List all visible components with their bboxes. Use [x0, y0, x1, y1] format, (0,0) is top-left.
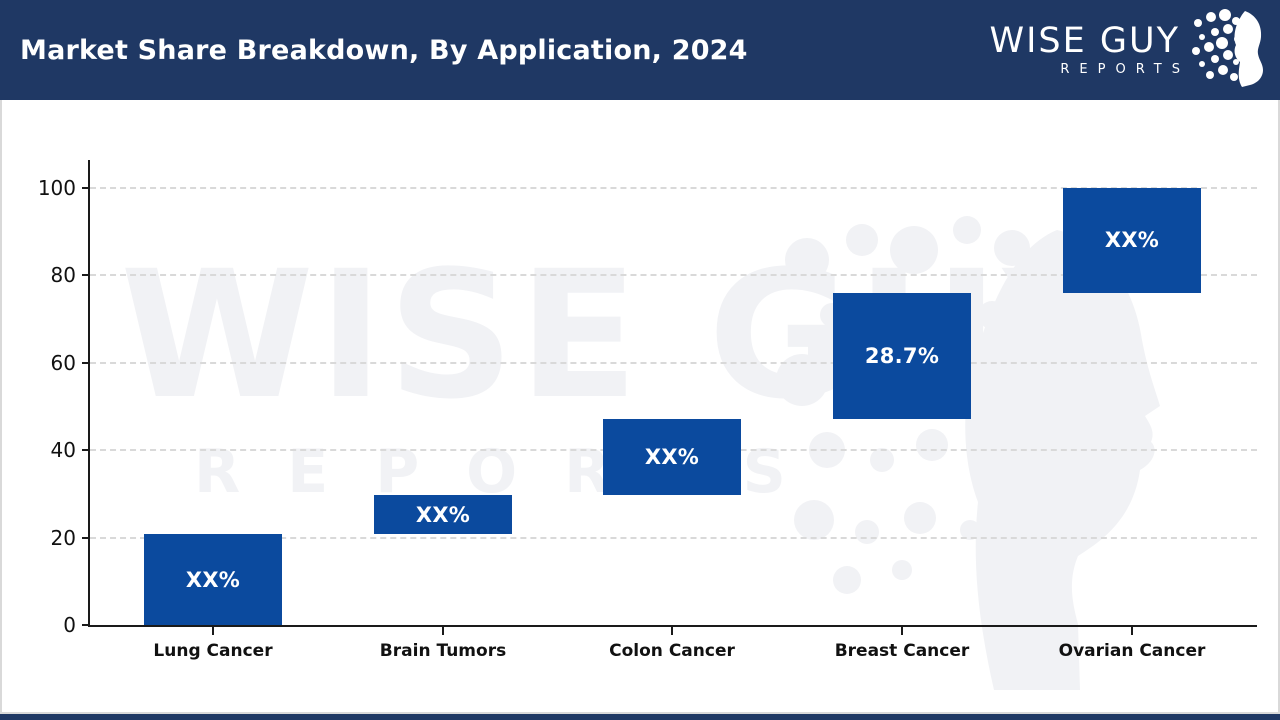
x-category-label: Colon Cancer	[609, 641, 735, 661]
y-tick-label: 40	[50, 438, 76, 462]
y-tick-mark	[82, 186, 90, 189]
y-gridline	[90, 274, 1257, 276]
y-tick-mark	[82, 361, 90, 364]
x-tick-mark	[212, 627, 214, 635]
y-tick-mark	[82, 536, 90, 539]
logo-text: WISE GUY REPORTS	[989, 23, 1180, 77]
bar-breast-cancer: 28.7%	[833, 293, 971, 419]
x-tick-mark	[901, 627, 903, 635]
logo-wordmark: WISE GUY	[989, 21, 1180, 62]
chart-figure: WISE GUY REPORTS 0 20 40 60 80 100 XX% Lung Can…	[0, 100, 1280, 714]
chart-title: Market Share Breakdown, By Application, …	[20, 34, 748, 66]
bar-value-label: 28.7%	[864, 344, 940, 369]
y-tick-mark	[82, 624, 90, 626]
bar-value-label: XX%	[415, 502, 471, 527]
x-category-label: Brain Tumors	[379, 641, 507, 661]
y-gridline	[90, 536, 1257, 539]
bar-value-label: XX%	[185, 567, 241, 592]
bar-ovarian-cancer: XX%	[1063, 187, 1201, 294]
x-category-label: Lung Cancer	[153, 641, 273, 661]
wise-guy-logo: WISE GUY REPORTS	[989, 0, 1266, 100]
x-tick-mark	[671, 627, 673, 635]
bar-lung-cancer: XX%	[144, 534, 282, 625]
y-tick-label: 80	[50, 263, 76, 287]
logo-subtext: REPORTS	[1060, 61, 1190, 77]
x-axis-spine	[88, 625, 1257, 627]
bar-brain-tumors: XX%	[374, 495, 512, 534]
y-gridline	[90, 361, 1257, 364]
bar-value-label: XX%	[1104, 228, 1160, 253]
y-axis-spine	[88, 160, 90, 627]
bottom-accent-bar	[0, 714, 1280, 720]
y-tick-label: 0	[63, 613, 76, 637]
y-tick-mark	[82, 274, 90, 276]
y-tick-label: 100	[37, 175, 76, 200]
x-category-label: Ovarian Cancer	[1058, 641, 1206, 661]
y-gridline	[90, 186, 1257, 189]
y-tick-mark	[82, 449, 90, 451]
bar-value-label: XX%	[644, 445, 700, 469]
header: Market Share Breakdown, By Application, …	[0, 0, 1280, 100]
bar-colon-cancer: XX%	[603, 418, 741, 496]
y-tick-label: 20	[50, 525, 76, 550]
x-category-label: Breast Cancer	[834, 641, 970, 661]
x-tick-mark	[442, 627, 444, 635]
x-tick-mark	[1131, 627, 1133, 635]
y-tick-label: 60	[50, 350, 76, 375]
logo-head-icon	[1192, 9, 1263, 87]
